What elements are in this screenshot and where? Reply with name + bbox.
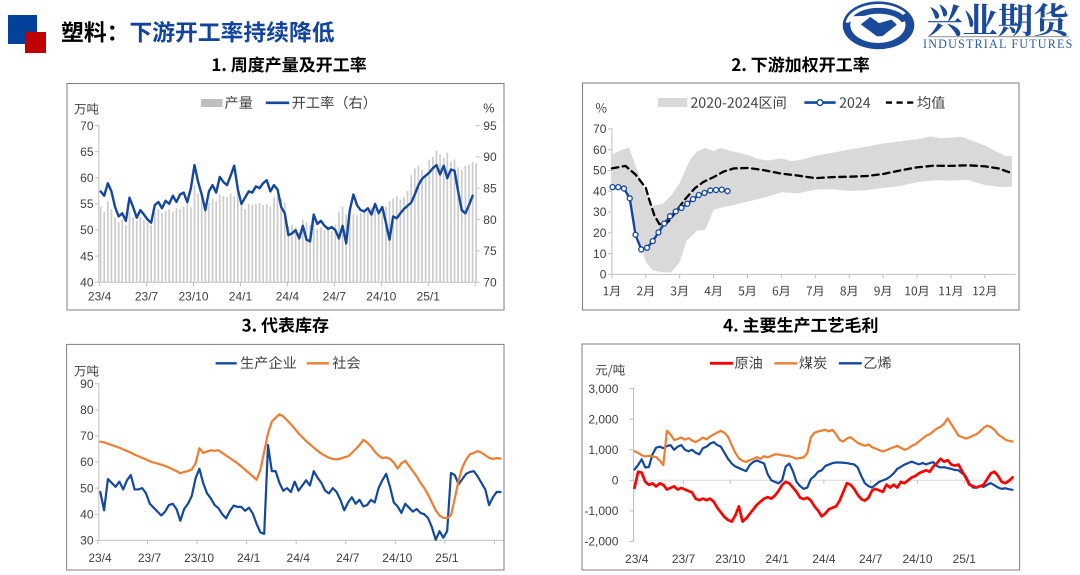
svg-text:70: 70 [483,275,497,289]
svg-text:24/4: 24/4 [812,552,836,566]
svg-text:24/1: 24/1 [229,290,253,304]
svg-text:-1,000: -1,000 [584,504,618,518]
svg-text:%: % [483,102,494,116]
svg-text:24/7: 24/7 [859,552,883,566]
svg-text:23/7: 23/7 [672,552,696,566]
svg-text:60: 60 [593,143,607,157]
svg-text:2,000: 2,000 [588,412,618,426]
svg-text:24/4: 24/4 [276,290,300,304]
svg-text:24/4: 24/4 [287,551,311,565]
svg-text:55: 55 [80,197,94,211]
svg-text:70: 70 [80,429,94,443]
svg-text:23/10: 23/10 [178,290,208,304]
svg-text:45: 45 [80,249,94,263]
svg-text:90: 90 [80,377,94,391]
svg-text:80: 80 [80,403,94,417]
svg-text:25/1: 25/1 [435,551,459,565]
svg-text:24/10: 24/10 [366,290,396,304]
svg-text:70: 70 [593,122,607,136]
svg-text:23/4: 23/4 [88,290,112,304]
svg-text:23/10: 23/10 [715,552,745,566]
svg-text:40: 40 [593,184,607,198]
svg-text:25/1: 25/1 [953,552,977,566]
svg-text:40: 40 [80,507,94,521]
svg-text:24/1: 24/1 [765,552,789,566]
svg-text:80: 80 [483,213,497,227]
svg-text:1,000: 1,000 [588,443,618,457]
svg-text:30: 30 [80,534,94,548]
svg-text:24/7: 24/7 [336,551,360,565]
svg-text:INDUSTRIAL FUTURES: INDUSTRIAL FUTURES [923,37,1074,51]
svg-text:20: 20 [593,226,607,240]
svg-text:95: 95 [483,119,497,133]
svg-text:24/1: 24/1 [237,551,261,565]
svg-text:-2,000: -2,000 [584,535,618,549]
svg-text:24/10: 24/10 [902,552,932,566]
svg-text:23/7: 23/7 [138,551,162,565]
svg-text:75: 75 [483,244,497,258]
svg-text:65: 65 [80,145,94,159]
svg-text:10: 10 [593,247,607,261]
svg-text:24/10: 24/10 [382,551,412,565]
svg-text:85: 85 [483,181,497,195]
svg-text:23/4: 23/4 [88,551,112,565]
svg-text:90: 90 [483,150,497,164]
svg-text:30: 30 [593,205,607,219]
svg-text:23/10: 23/10 [184,551,214,565]
svg-text:50: 50 [593,164,607,178]
svg-text:60: 60 [80,455,94,469]
svg-text:50: 50 [80,481,94,495]
svg-text:50: 50 [80,223,94,237]
svg-text:60: 60 [80,171,94,185]
svg-text:0: 0 [600,268,607,282]
svg-text:0: 0 [612,474,619,488]
svg-text:23/7: 23/7 [135,290,159,304]
svg-text:23/4: 23/4 [625,552,649,566]
svg-text:25/1: 25/1 [417,290,441,304]
svg-text:70: 70 [80,119,94,133]
svg-text:24/7: 24/7 [323,290,347,304]
svg-text:3,000: 3,000 [588,382,618,396]
svg-text:40: 40 [80,275,94,289]
